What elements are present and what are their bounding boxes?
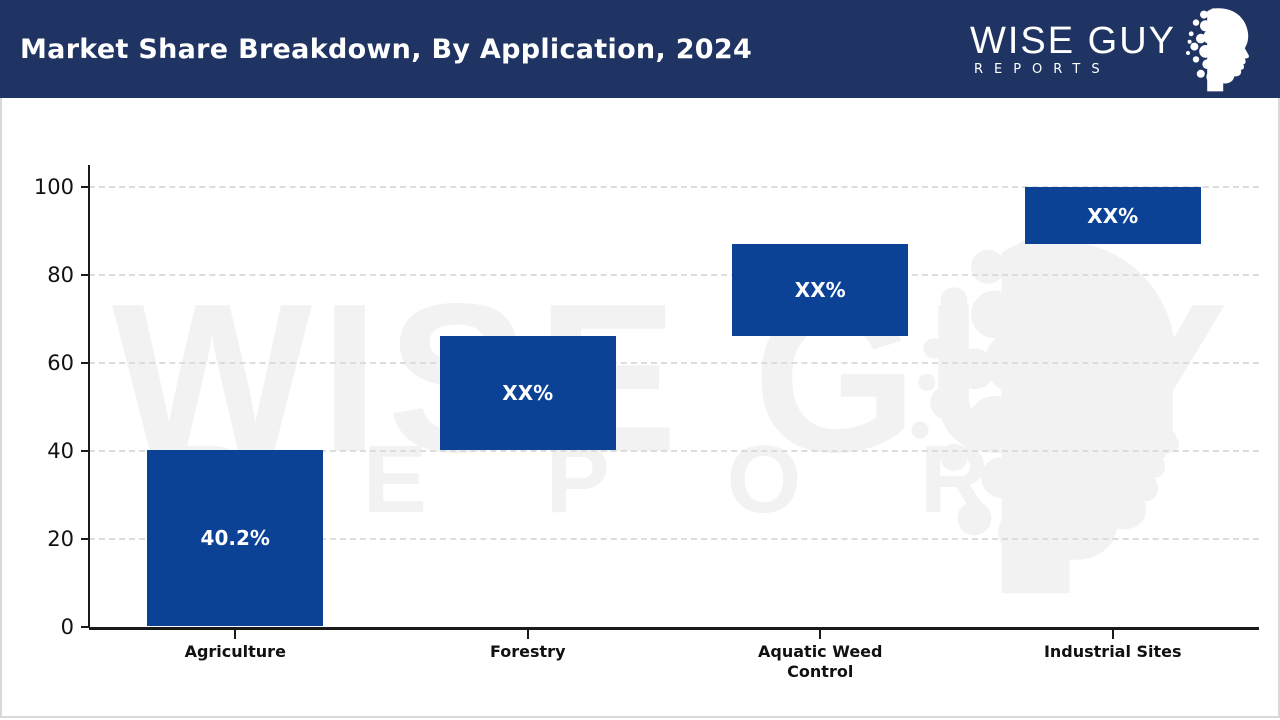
bar-industrial-sites xyxy=(1024,187,1201,245)
x-category-label-3: Aquatic Weed Control xyxy=(758,641,883,682)
y-tick-label-100: 100 xyxy=(33,175,74,199)
x-tick-3 xyxy=(819,629,822,639)
x-category-label-1: Agriculture xyxy=(184,641,286,661)
brand-logo: WISE GUY REPORTS xyxy=(970,5,1254,93)
frame-bottom-border xyxy=(0,716,1280,718)
bar-value-label-2: XX% xyxy=(502,381,554,406)
bar-value-label-3: XX% xyxy=(794,278,846,303)
gridline-40 xyxy=(89,449,1259,452)
brand-head-icon xyxy=(1186,8,1249,92)
frame-right-border xyxy=(1278,98,1280,718)
gridline-100 xyxy=(89,186,1259,188)
x-tick-1 xyxy=(234,629,237,639)
bar-value-label-1: 40.2% xyxy=(200,526,270,551)
x-tick-2 xyxy=(526,629,529,639)
gridline-60 xyxy=(89,361,1259,364)
y-tick-20 xyxy=(81,537,89,540)
y-tick-label-20: 20 xyxy=(47,526,74,551)
y-tick-0 xyxy=(81,625,89,628)
frame-left-border xyxy=(0,98,2,718)
y-tick-label-40: 40 xyxy=(47,438,74,463)
x-tick-4 xyxy=(1111,629,1114,639)
y-tick-60 xyxy=(81,361,89,364)
y-tick-100 xyxy=(81,186,89,188)
y-tick-40 xyxy=(81,449,89,452)
bar-forestry xyxy=(439,336,616,450)
brand-subname: REPORTS xyxy=(973,61,1111,77)
y-tick-label-0: 0 xyxy=(60,614,74,639)
x-category-label-2: Forestry xyxy=(489,641,566,661)
bar-value-label-4: XX% xyxy=(1087,203,1139,228)
y-tick-80 xyxy=(81,273,89,276)
x-category-label-4: Industrial Sites xyxy=(1043,641,1182,661)
page-title: Market Share Breakdown, By Application, … xyxy=(20,33,753,65)
x-axis xyxy=(89,626,1259,630)
bar-agriculture xyxy=(147,449,324,627)
gridline-80 xyxy=(89,273,1259,276)
brand-text: WISE GUY REPORTS xyxy=(970,22,1176,77)
bar-aquatic-weed-control xyxy=(732,244,909,337)
y-tick-label-60: 60 xyxy=(47,350,74,375)
y-tick-label-80: 80 xyxy=(47,262,74,287)
header: Market Share Breakdown, By Application, … xyxy=(0,0,1280,98)
brand-name: WISE GUY xyxy=(969,19,1176,62)
y-axis xyxy=(88,165,90,629)
gridline-20 xyxy=(89,537,1259,540)
